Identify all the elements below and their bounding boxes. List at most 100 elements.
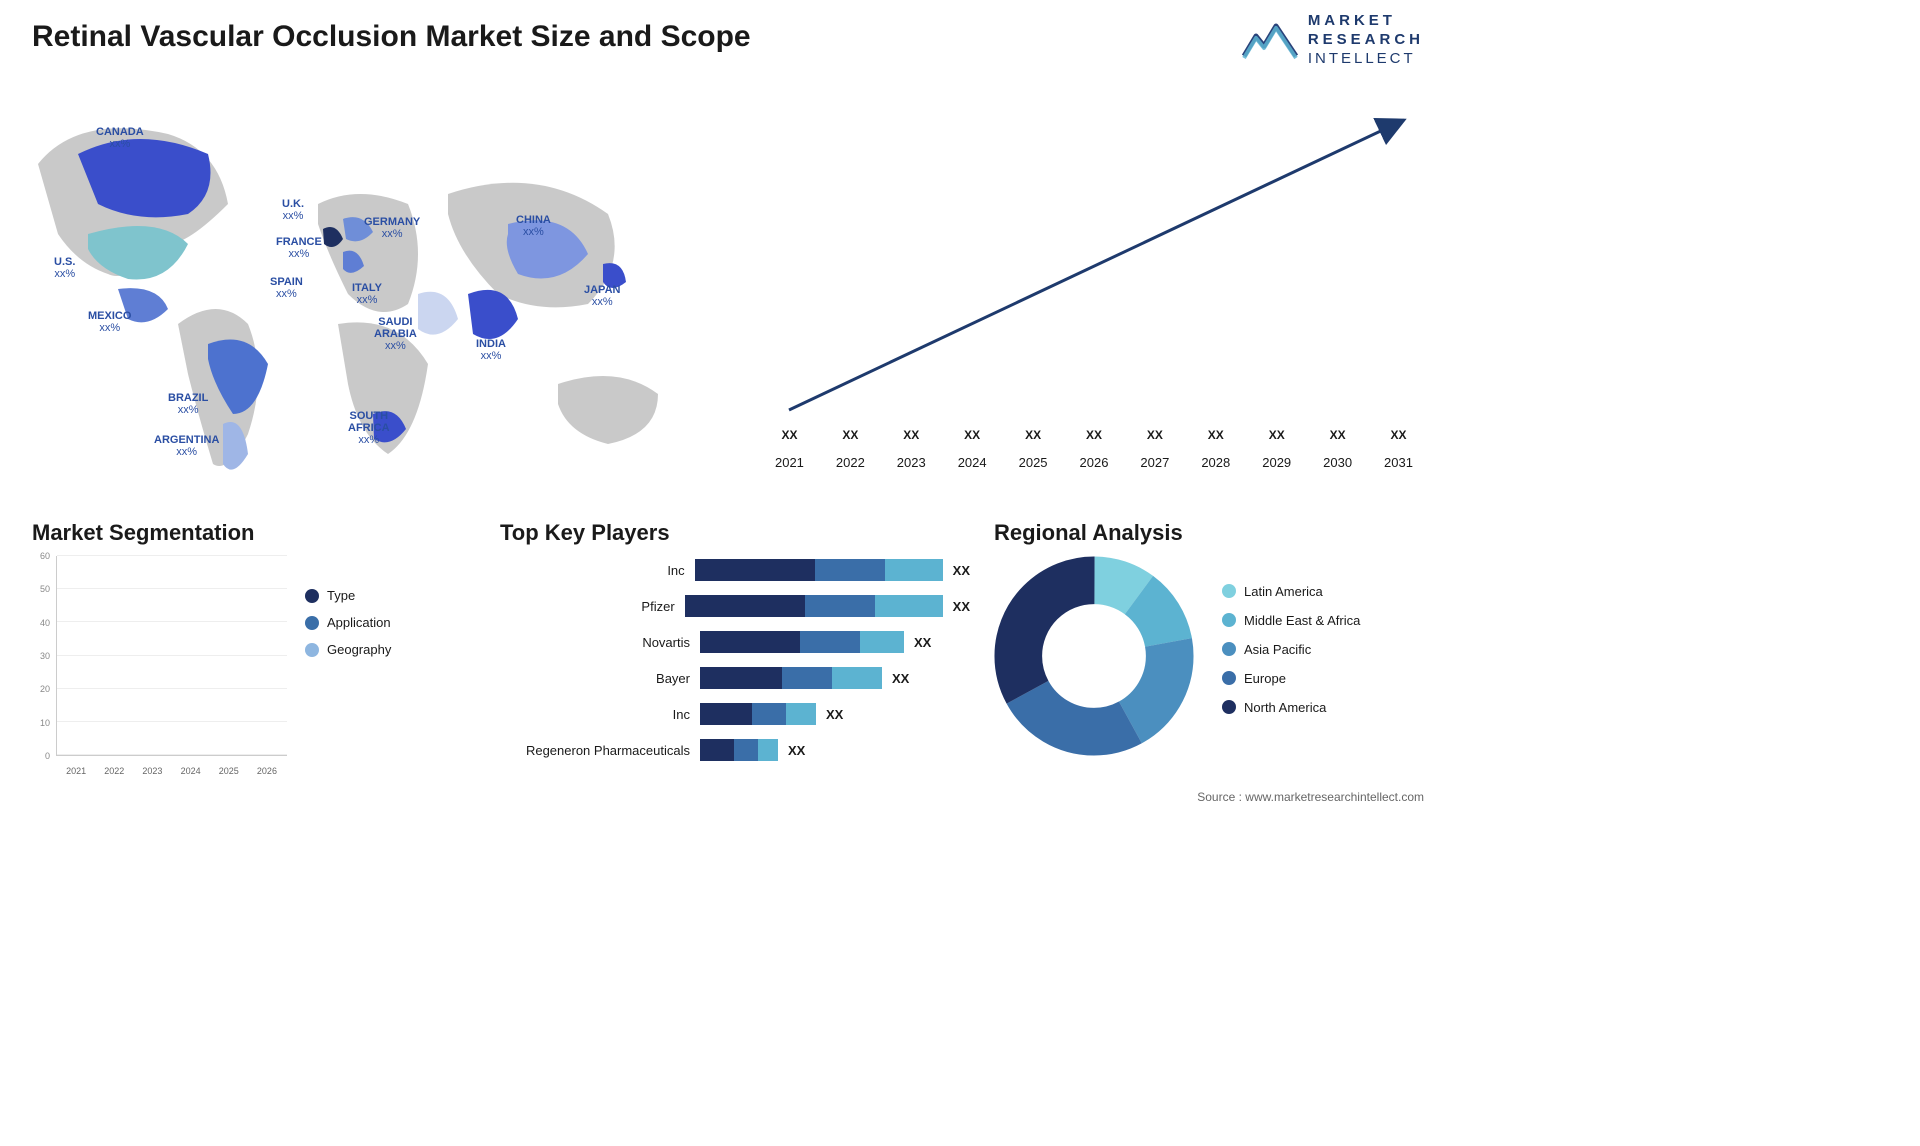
stacked-value-label: XX	[1269, 428, 1285, 442]
tp-value: XX	[788, 743, 805, 758]
seg-legend-item: Application	[305, 615, 455, 630]
legend-swatch	[305, 616, 319, 630]
legend-label: Europe	[1244, 671, 1286, 686]
tp-row: IncXX	[500, 556, 970, 584]
regional-legend-item: Latin America	[1222, 584, 1360, 599]
seg-xlabel: 2025	[213, 766, 245, 776]
seg-xlabel: 2023	[136, 766, 168, 776]
tp-value: XX	[892, 671, 909, 686]
tp-bar-segment	[786, 703, 816, 725]
seg-gridline	[57, 655, 287, 656]
tp-value: XX	[953, 599, 970, 614]
tp-bar-segment	[700, 703, 752, 725]
stacked-xlabel: 2027	[1129, 455, 1180, 470]
seg-gridline	[57, 754, 287, 755]
stacked-xlabel: 2031	[1373, 455, 1424, 470]
stacked-value-label: XX	[1147, 428, 1163, 442]
regional-legend-item: Middle East & Africa	[1222, 613, 1360, 628]
map-label-mexico: MEXICOxx%	[88, 310, 131, 334]
tp-bar-segment	[685, 595, 805, 617]
map-label-india: INDIAxx%	[476, 338, 506, 362]
seg-legend-item: Type	[305, 588, 455, 603]
stacked-xlabel: 2026	[1069, 455, 1120, 470]
seg-xlabel: 2026	[251, 766, 283, 776]
map-label-germany: GERMANYxx%	[364, 216, 420, 240]
legend-label: Asia Pacific	[1244, 642, 1311, 657]
stacked-xlabel: 2021	[764, 455, 815, 470]
tp-bar	[685, 595, 943, 617]
seg-ytick: 10	[40, 718, 50, 728]
topplayers-title: Top Key Players	[500, 520, 970, 546]
tp-label: Novartis	[500, 635, 700, 650]
map-label-us: U.S.xx%	[54, 256, 75, 280]
logo-line1: MARKET	[1308, 12, 1424, 31]
logo-icon	[1242, 18, 1298, 62]
source-caption: Source : www.marketresearchintellect.com	[1197, 790, 1424, 804]
map-label-argentina: ARGENTINAxx%	[154, 434, 219, 458]
stacked-xlabel: 2025	[1008, 455, 1059, 470]
seg-ytick: 50	[40, 584, 50, 594]
stacked-col-2030: XX	[1312, 428, 1363, 446]
map-label-canada: CANADAxx%	[96, 126, 144, 150]
tp-label: Bayer	[500, 671, 700, 686]
legend-label: Type	[327, 588, 355, 603]
tp-bar-segment	[695, 559, 815, 581]
tp-bar-segment	[832, 667, 882, 689]
stacked-col-2026: XX	[1069, 428, 1120, 446]
seg-xlabel: 2024	[175, 766, 207, 776]
segmentation-title: Market Segmentation	[32, 520, 462, 546]
tp-bar-segment	[782, 667, 832, 689]
stacked-xlabel: 2030	[1312, 455, 1363, 470]
tp-row: Inc XX	[500, 700, 970, 728]
legend-label: Latin America	[1244, 584, 1323, 599]
map-label-japan: JAPANxx%	[584, 284, 620, 308]
tp-bar-segment	[885, 559, 943, 581]
tp-row: PfizerXX	[500, 592, 970, 620]
topplayers-section: Top Key Players IncXXPfizerXXNovartisXXB…	[500, 520, 970, 780]
world-map: CANADAxx%U.S.xx%MEXICOxx%BRAZILxx%ARGENT…	[18, 94, 708, 494]
stacked-xlabel: 2028	[1190, 455, 1241, 470]
tp-row: NovartisXX	[500, 628, 970, 656]
regional-legend-item: Asia Pacific	[1222, 642, 1360, 657]
tp-bar-segment	[700, 631, 800, 653]
legend-swatch	[1222, 700, 1236, 714]
stacked-col-2028: XX	[1190, 428, 1241, 446]
tp-bar-segment	[752, 703, 786, 725]
tp-bar	[700, 703, 816, 725]
legend-swatch	[1222, 671, 1236, 685]
regional-legend-item: North America	[1222, 700, 1360, 715]
stacked-value-label: XX	[1086, 428, 1102, 442]
tp-bar-segment	[758, 739, 778, 761]
regional-donut	[994, 556, 1194, 756]
seg-ytick: 20	[40, 684, 50, 694]
tp-value: XX	[826, 707, 843, 722]
legend-label: Application	[327, 615, 391, 630]
tp-label: Inc	[500, 707, 700, 722]
seg-gridline	[57, 721, 287, 722]
seg-xlabel: 2022	[98, 766, 130, 776]
tp-label: Regeneron Pharmaceuticals	[500, 743, 700, 758]
regional-section: Regional Analysis Latin AmericaMiddle Ea…	[994, 520, 1424, 780]
stacked-col-2021: XX	[764, 428, 815, 446]
stacked-col-2025: XX	[1008, 428, 1059, 446]
map-label-saudiarabia: SAUDIARABIAxx%	[374, 316, 417, 352]
stacked-value-label: XX	[903, 428, 919, 442]
seg-ytick: 60	[40, 551, 50, 561]
stacked-xlabel: 2022	[825, 455, 876, 470]
tp-bar	[700, 667, 882, 689]
map-label-italy: ITALYxx%	[352, 282, 382, 306]
stacked-value-label: XX	[1208, 428, 1224, 442]
segmentation-section: Market Segmentation 0102030405060 202120…	[32, 520, 462, 780]
legend-label: Geography	[327, 642, 391, 657]
logo-line3: INTELLECT	[1308, 50, 1424, 69]
tp-bar-segment	[700, 739, 734, 761]
regional-legend-item: Europe	[1222, 671, 1360, 686]
tp-bar-segment	[805, 595, 875, 617]
seg-gridline	[57, 555, 287, 556]
legend-swatch	[305, 643, 319, 657]
map-label-france: FRANCExx%	[276, 236, 322, 260]
stacked-value-label: XX	[964, 428, 980, 442]
tp-bar-segment	[734, 739, 758, 761]
tp-bar-segment	[700, 667, 782, 689]
tp-bar	[700, 631, 904, 653]
